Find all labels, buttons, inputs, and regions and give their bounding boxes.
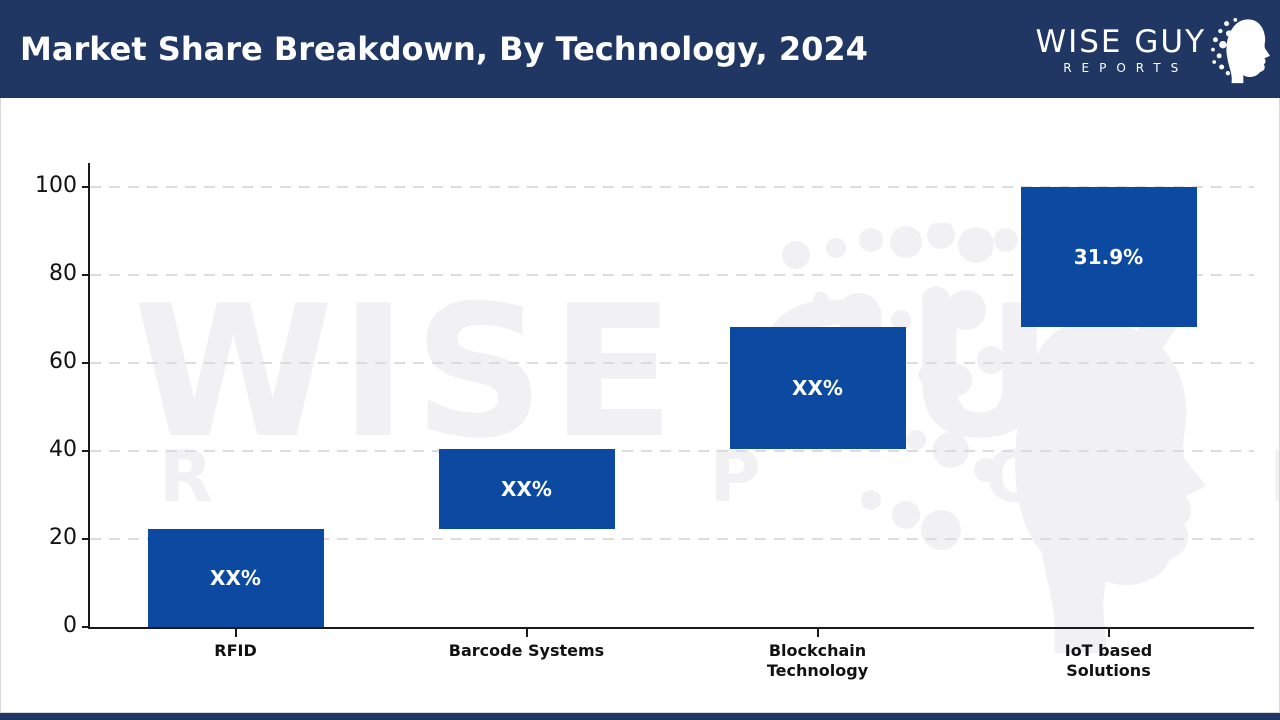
- bar-barcode-systems: XX%: [438, 448, 615, 529]
- gridline-40: [90, 450, 1254, 452]
- footer-bar: [0, 713, 1280, 720]
- category-label-line: Blockchain: [768, 641, 867, 660]
- y-tick-label-0: 0: [63, 613, 77, 638]
- bar-value-label-iot-based-solutions: 31.9%: [1073, 245, 1144, 270]
- category-label-line: Technology: [766, 661, 869, 680]
- gridline-20: [90, 538, 1254, 540]
- x-tick-mark-rfid: [234, 629, 237, 637]
- y-tick-mark-20: [82, 538, 90, 540]
- category-label-line: Barcode Systems: [448, 641, 605, 660]
- y-tick-label-60: 60: [49, 349, 77, 374]
- y-tick-label-100: 100: [35, 173, 77, 198]
- x-tick-mark-barcode-systems: [525, 629, 528, 637]
- y-tick-label-80: 80: [49, 261, 77, 286]
- category-label-rfid: RFID: [126, 641, 346, 661]
- bar-value-label-rfid: XX%: [210, 565, 261, 590]
- bar-iot-based-solutions: 31.9%: [1020, 187, 1197, 328]
- x-axis: [88, 627, 1254, 629]
- category-label-iot-based-solutions: IoT based Solutions: [999, 641, 1219, 681]
- face-profile-icon: [1211, 18, 1270, 84]
- brand-name: WISE GUY: [1035, 23, 1206, 60]
- bar-value-label-barcode-systems: XX%: [501, 476, 552, 501]
- y-tick-mark-100: [82, 186, 90, 188]
- header-bar: Market Share Breakdown, By Technology, 2…: [0, 0, 1280, 98]
- gridline-80: [90, 274, 1254, 276]
- category-label-barcode-systems: Barcode Systems: [417, 641, 637, 661]
- page-title: Market Share Breakdown, By Technology, 2…: [20, 30, 868, 68]
- category-label-line: RFID: [214, 641, 257, 660]
- watermark-brand-text: WISE GUY: [133, 266, 1198, 478]
- y-tick-label-40: 40: [49, 437, 77, 462]
- brand-logo: WISE GUY REPORTS: [1035, 8, 1280, 90]
- y-tick-mark-80: [82, 274, 90, 276]
- category-label-line: IoT based: [1064, 641, 1153, 660]
- gridline-100: [90, 186, 1254, 188]
- x-tick-mark-blockchain-technology: [816, 629, 819, 637]
- bar-rfid: XX%: [147, 528, 324, 627]
- gridline-60: [90, 362, 1254, 364]
- category-label-line: Solutions: [1066, 661, 1151, 680]
- y-tick-mark-60: [82, 362, 90, 364]
- chart-area: WISE GUY R E P O R T S 020406080100XX%RF…: [0, 98, 1280, 713]
- category-label-blockchain-technology: Blockchain Technology: [708, 641, 928, 681]
- y-tick-label-20: 20: [49, 525, 77, 550]
- bar-blockchain-technology: XX%: [729, 327, 906, 449]
- y-axis: [88, 163, 90, 629]
- bar-value-label-blockchain-technology: XX%: [792, 376, 843, 401]
- brand-logo-text: WISE GUY REPORTS: [1035, 24, 1206, 75]
- brand-subname: REPORTS: [1063, 60, 1189, 75]
- x-tick-mark-iot-based-solutions: [1107, 629, 1110, 637]
- y-tick-mark-0: [82, 626, 90, 628]
- y-tick-mark-40: [82, 450, 90, 452]
